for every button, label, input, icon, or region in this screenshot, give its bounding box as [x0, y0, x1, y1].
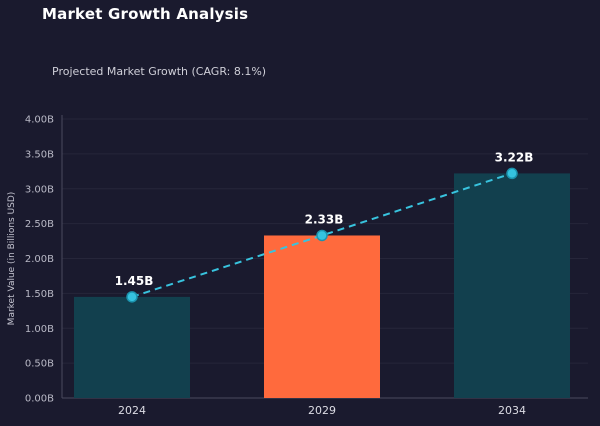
- bar-2024: [74, 296, 190, 398]
- y-tick-label: 3.00B: [25, 184, 54, 195]
- y-tick-label: 2.00B: [25, 254, 54, 265]
- x-tick-label: 2034: [498, 404, 526, 417]
- data-point-marker: [316, 229, 328, 242]
- y-tick-label: 4.00B: [25, 115, 54, 126]
- bar-2029: [264, 235, 380, 398]
- trend-line: [131, 172, 513, 298]
- y-tick-label: 0.00B: [25, 394, 54, 405]
- y-tick-label: 0.50B: [25, 359, 54, 370]
- y-tick-label: 2.50B: [25, 219, 54, 230]
- data-point-marker: [506, 167, 518, 180]
- chart-subtitle: Projected Market Growth (CAGR: 8.1%): [52, 65, 267, 78]
- y-tick-label: 1.50B: [25, 289, 54, 300]
- y-tick-label: 1.00B: [25, 324, 54, 335]
- x-tick-label: 2029: [308, 404, 336, 417]
- x-tick-label: 2024: [118, 404, 146, 417]
- value-label: 1.45B: [115, 274, 154, 288]
- value-label: 2.33B: [305, 212, 344, 226]
- bar-chart: 0.00B 0.50B 1.00B 1.50B 2.00B 2.50B 3.00B 3.50B…: [7, 115, 588, 417]
- value-label: 3.22B: [495, 150, 534, 164]
- data-point-marker: [126, 291, 138, 303]
- y-axis-title: Market Value (in Billions USD): [7, 192, 17, 326]
- y-tick-label: 3.50B: [25, 149, 54, 160]
- bar-2034: [454, 173, 570, 398]
- chart-title: Market Growth Analysis: [42, 5, 249, 23]
